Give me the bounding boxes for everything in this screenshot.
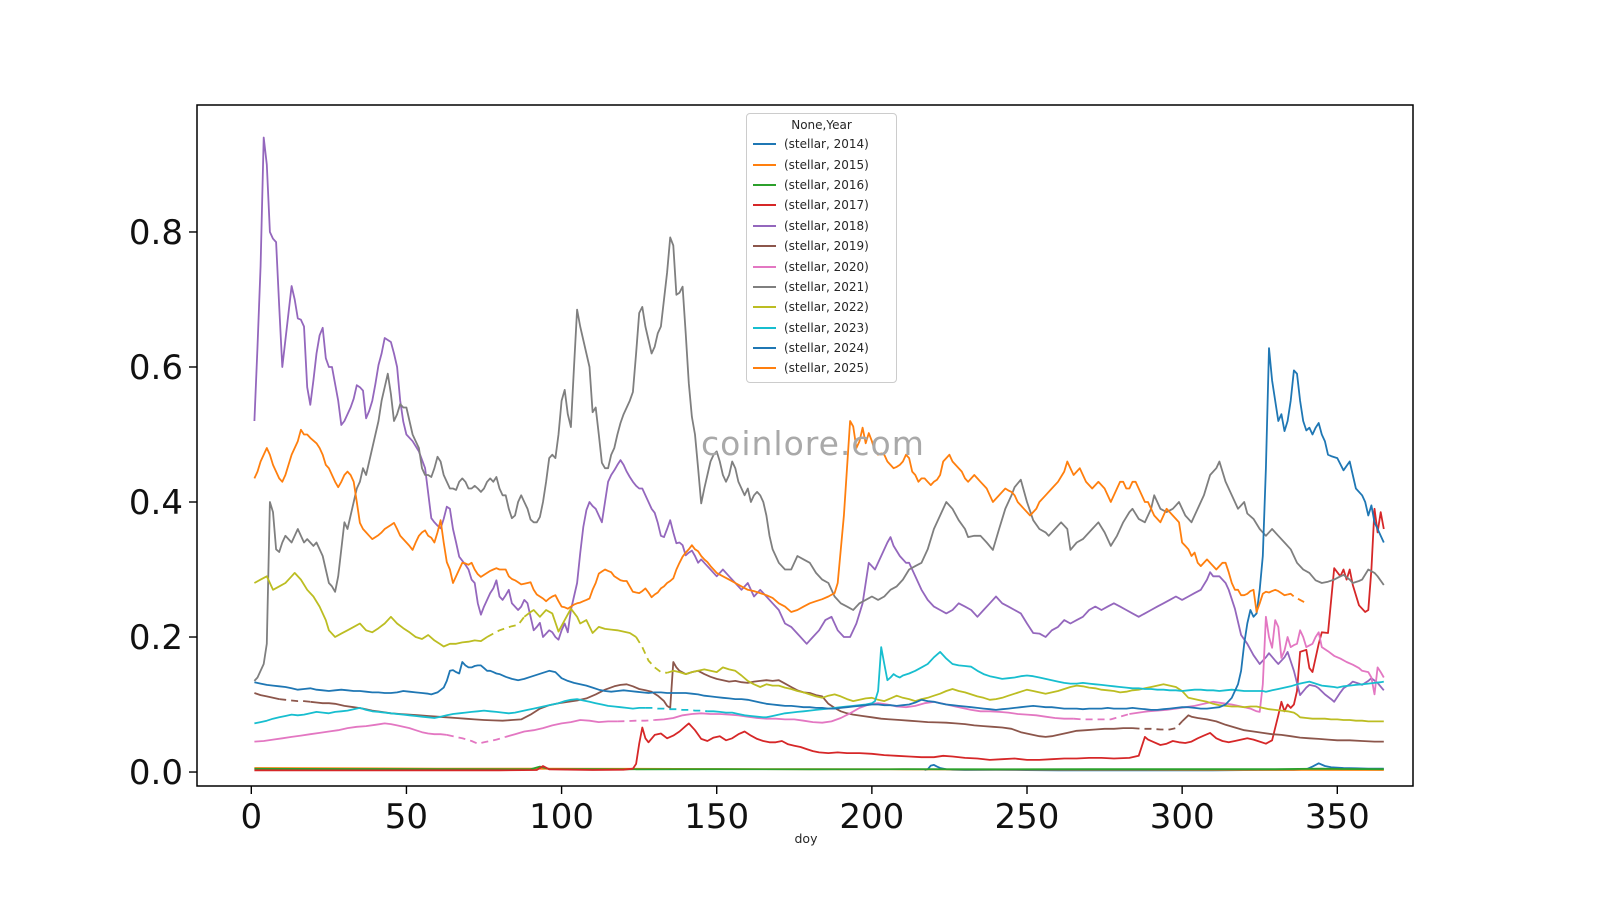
legend-line-swatch xyxy=(753,347,776,350)
series-path-stellar-2022 xyxy=(666,666,1384,723)
series-line-stellar-2021 xyxy=(253,236,1385,682)
legend: None,Year (stellar, 2014) (stellar, 2015)… xyxy=(746,113,897,383)
x-tick-label: 150 xyxy=(684,797,749,837)
legend-line-swatch xyxy=(753,224,776,227)
legend-item-stellar-2024: (stellar, 2024) xyxy=(753,338,890,358)
series-line-stellar-2025 xyxy=(253,420,1307,613)
series-line-stellar-2023 xyxy=(254,646,1384,725)
y-tick-label: 0.6 xyxy=(129,348,183,388)
legend-item-stellar-2022: (stellar, 2022) xyxy=(753,297,890,317)
legend-item-label: (stellar, 2018) xyxy=(784,218,869,233)
legend-items: (stellar, 2014) (stellar, 2015) (stellar, … xyxy=(753,134,890,379)
series-line-stellar-2019 xyxy=(254,661,1384,743)
series-path-stellar-2025 xyxy=(253,420,1288,613)
series-line-stellar-2016 xyxy=(254,765,1384,771)
legend-line-swatch xyxy=(753,265,776,268)
y-tick-label: 0.4 xyxy=(129,483,183,523)
legend-item-label: (stellar, 2024) xyxy=(784,341,869,356)
legend-line-swatch xyxy=(753,245,776,248)
legend-item-label: (stellar, 2021) xyxy=(784,279,869,294)
series-path-stellar-2018 xyxy=(253,136,1385,703)
series-path-stellar-2022 xyxy=(253,572,488,648)
series-path-stellar-2019 xyxy=(1132,720,1183,731)
legend-item-stellar-2019: (stellar, 2019) xyxy=(753,236,890,256)
x-tick-label: 0 xyxy=(240,797,262,837)
series-path-stellar-2020 xyxy=(254,722,447,743)
series-path-stellar-2019 xyxy=(254,692,280,700)
series-line-stellar-2022 xyxy=(253,572,1384,723)
series-path-stellar-2020 xyxy=(617,719,655,723)
x-tick-label: 50 xyxy=(385,797,428,837)
series-path-stellar-2020 xyxy=(446,734,506,745)
x-tick-label: 300 xyxy=(1150,797,1215,837)
series-path-stellar-2020 xyxy=(505,719,618,738)
series-path-stellar-2019 xyxy=(310,661,1133,738)
legend-item-label: (stellar, 2022) xyxy=(784,300,869,315)
series-line-stellar-2020 xyxy=(254,615,1385,745)
series-path-stellar-2025 xyxy=(1287,592,1307,605)
legend-item-stellar-2025: (stellar, 2025) xyxy=(753,358,890,378)
legend-item-label: (stellar, 2017) xyxy=(784,198,869,213)
series-path-stellar-2022 xyxy=(523,607,637,638)
legend-line-swatch xyxy=(753,163,776,166)
series-path-stellar-2023 xyxy=(645,707,708,713)
y-tick-label: 0.2 xyxy=(129,618,183,658)
series-path-stellar-2019 xyxy=(279,698,311,703)
legend-line-swatch xyxy=(753,326,776,329)
legend-item-stellar-2021: (stellar, 2021) xyxy=(753,277,890,297)
series-path-stellar-2022 xyxy=(486,616,526,638)
x-tick-label: 350 xyxy=(1305,797,1370,837)
series-line-stellar-2024 xyxy=(254,347,1385,711)
legend-item-label: (stellar, 2025) xyxy=(784,361,869,376)
plot-frame xyxy=(196,104,1414,787)
legend-line-swatch xyxy=(753,306,776,309)
legend-item-label: (stellar, 2020) xyxy=(784,259,869,274)
series-path-stellar-2024 xyxy=(254,347,1385,711)
watermark: coinlore.com xyxy=(701,424,925,463)
series-path-stellar-2023 xyxy=(254,698,646,725)
legend-item-stellar-2014: (stellar, 2014) xyxy=(753,134,890,154)
series-path-stellar-2017 xyxy=(254,507,1385,772)
legend-title: None,Year xyxy=(791,118,852,132)
legend-item-stellar-2017: (stellar, 2017) xyxy=(753,195,890,215)
legend-item-label: (stellar, 2019) xyxy=(784,239,869,254)
series-line-stellar-2018 xyxy=(253,136,1385,703)
series-path-stellar-2019 xyxy=(1181,714,1384,743)
y-tick-label: 0.8 xyxy=(129,213,183,253)
x-tick-label: 100 xyxy=(529,797,594,837)
y-tick-label: 0.0 xyxy=(129,753,183,793)
legend-line-swatch xyxy=(753,285,776,288)
series-path-stellar-2016 xyxy=(254,765,1384,771)
legend-item-stellar-2023: (stellar, 2023) xyxy=(753,318,890,338)
legend-line-swatch xyxy=(753,143,776,146)
legend-item-label: (stellar, 2023) xyxy=(784,320,869,335)
legend-item-label: (stellar, 2015) xyxy=(784,157,869,172)
x-axis-title: doy xyxy=(794,831,818,846)
series-line-stellar-2017 xyxy=(254,507,1385,772)
legend-item-stellar-2015: (stellar, 2015) xyxy=(753,154,890,174)
legend-line-swatch xyxy=(753,204,776,207)
legend-line-swatch xyxy=(753,183,776,186)
x-tick-label: 200 xyxy=(839,797,904,837)
legend-item-stellar-2020: (stellar, 2020) xyxy=(753,256,890,276)
series-path-stellar-2021 xyxy=(253,236,1385,682)
legend-item-stellar-2016: (stellar, 2016) xyxy=(753,175,890,195)
x-tick-label: 250 xyxy=(995,797,1060,837)
legend-item-stellar-2018: (stellar, 2018) xyxy=(753,216,890,236)
legend-item-label: (stellar, 2016) xyxy=(784,177,869,192)
series-path-stellar-2020 xyxy=(1129,615,1385,715)
legend-item-label: (stellar, 2014) xyxy=(784,137,869,152)
legend-line-swatch xyxy=(753,367,776,370)
series-path-stellar-2020 xyxy=(1073,713,1130,721)
series-path-stellar-2022 xyxy=(635,636,668,674)
